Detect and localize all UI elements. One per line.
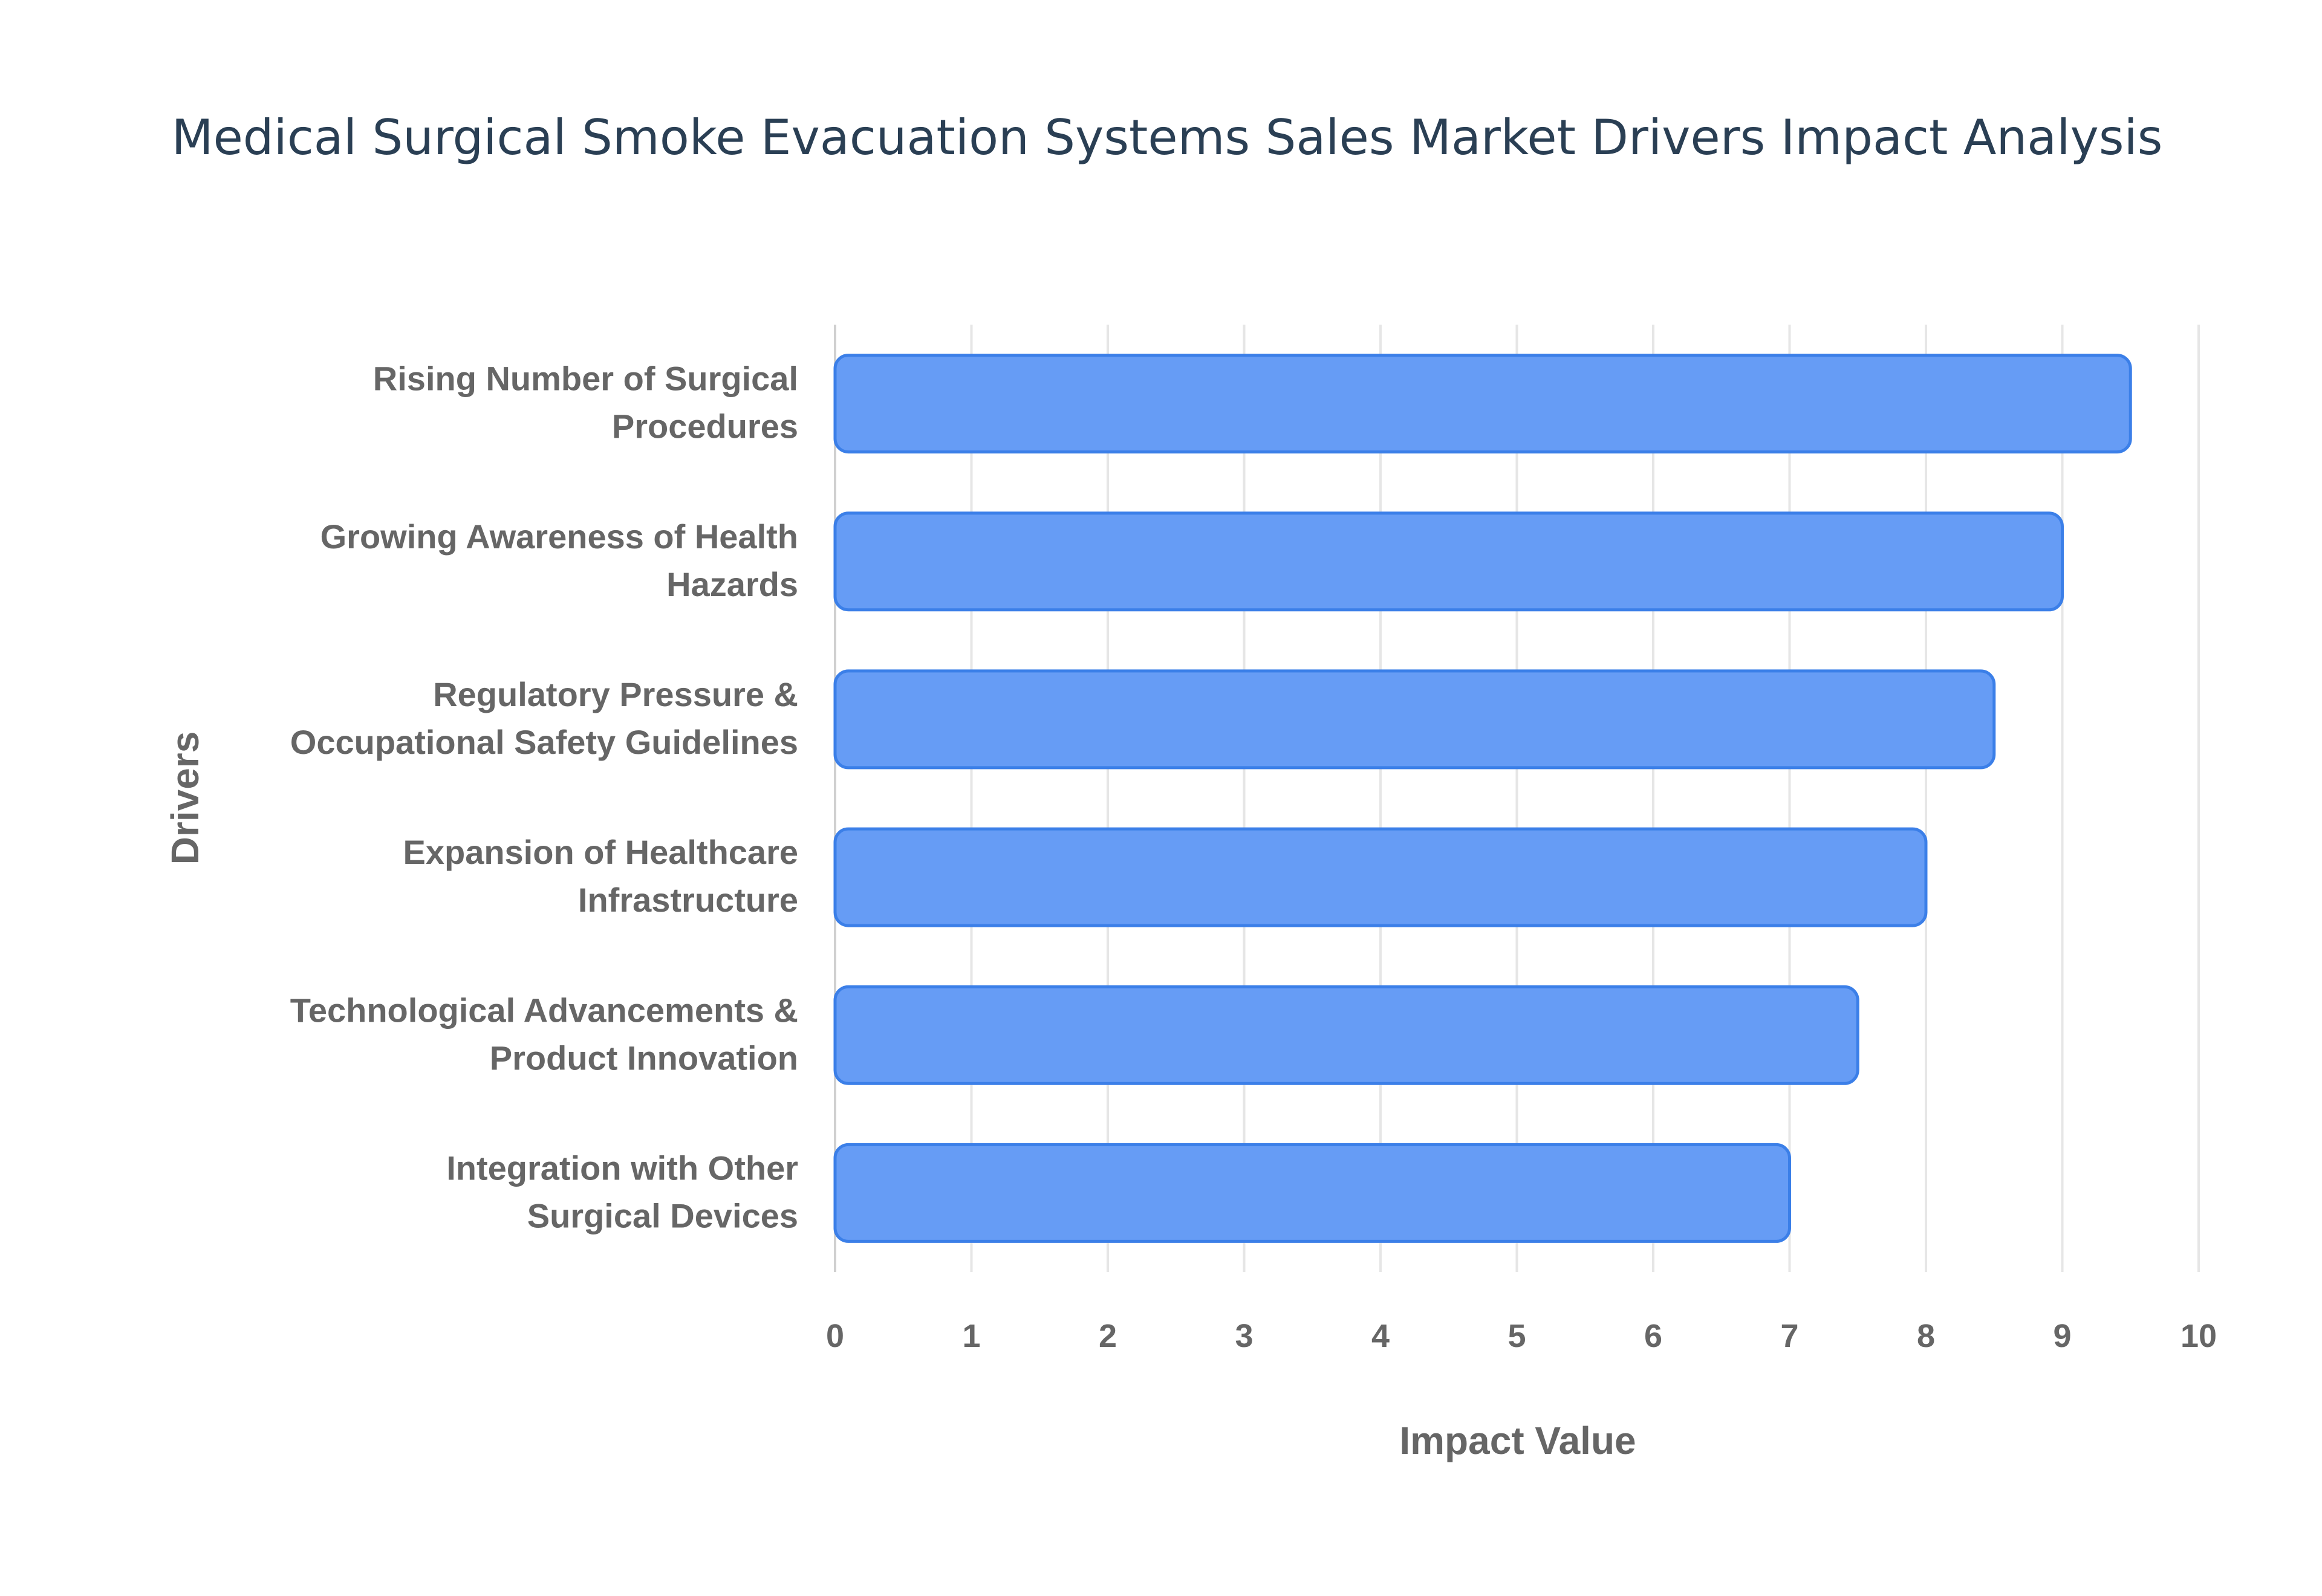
category-label: Hazards: [666, 565, 798, 603]
category-label: Technological Advancements &: [290, 991, 798, 1029]
bar: [833, 827, 1928, 927]
x-tick-label: 0: [826, 1318, 844, 1354]
bar: [833, 511, 2064, 612]
x-tick-label: 5: [1507, 1318, 1526, 1354]
category-label: Product Innovation: [490, 1039, 798, 1077]
category-label: Procedures: [612, 407, 798, 446]
x-tick-label: 9: [2053, 1318, 2071, 1354]
x-tick-label: 7: [1780, 1318, 1798, 1354]
x-tick-label: 3: [1235, 1318, 1253, 1354]
x-tick-label: 2: [1099, 1318, 1117, 1354]
category-label: Expansion of Healthcare: [403, 833, 798, 871]
category-label: Rising Number of Surgical: [373, 360, 798, 398]
x-tick-labels: 0 1 2 3 4 5 6 7 8 9 10: [826, 1318, 2217, 1354]
x-tick-label: 6: [1644, 1318, 1662, 1354]
grid: [834, 325, 2200, 1272]
category-label: Surgical Devices: [527, 1196, 798, 1234]
bar: [833, 985, 1859, 1085]
category-label: Regulatory Pressure &: [433, 675, 798, 713]
category-label: Integration with Other: [446, 1149, 798, 1187]
x-tick-label: 8: [1917, 1318, 1935, 1354]
x-tick-label: 10: [2181, 1318, 2217, 1354]
x-tick-label: 1: [962, 1318, 980, 1354]
category-label: Infrastructure: [578, 881, 798, 919]
bar: [833, 669, 1996, 770]
chart-title: Medical Surgical Smoke Evacuation System…: [172, 109, 2163, 166]
category-label: Growing Awareness of Health: [320, 517, 798, 556]
x-axis-title: Impact Value: [1399, 1419, 1636, 1462]
bar: [833, 1143, 1791, 1243]
bars: [833, 354, 2132, 1243]
bar: [833, 354, 2132, 454]
category-label: Occupational Safety Guidelines: [290, 723, 798, 761]
y-axis-title: Drivers: [163, 731, 207, 865]
category-labels: Rising Number of Surgical Procedures Growi…: [290, 360, 798, 1235]
x-tick-label: 4: [1371, 1318, 1390, 1354]
